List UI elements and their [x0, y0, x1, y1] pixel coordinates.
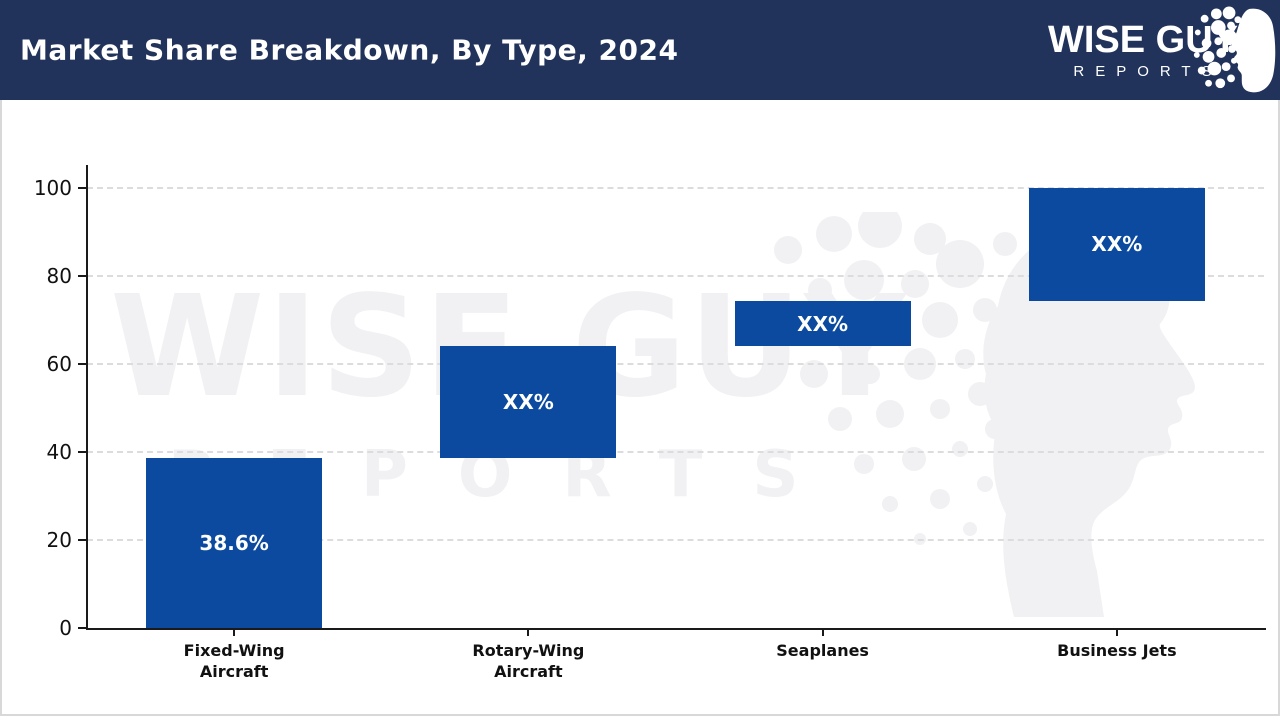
y-axis-tick	[78, 362, 87, 365]
bar-value-label: XX%	[502, 390, 554, 415]
y-axis-tick	[78, 274, 87, 277]
gridline	[87, 538, 1264, 541]
brand-name: WISE GUY	[1047, 18, 1238, 61]
y-axis-tick	[78, 627, 87, 629]
y-axis-tick-label: 0	[59, 616, 72, 640]
header-band: Market Share Breakdown, By Type, 2024 WI…	[0, 0, 1280, 100]
brand-face-icon	[1193, 6, 1276, 93]
bar-segment: XX%	[734, 301, 911, 347]
gridline	[87, 450, 1264, 453]
x-axis-tick	[821, 630, 824, 636]
gridline	[87, 274, 1264, 277]
gridline	[87, 362, 1264, 365]
y-axis-spine	[86, 165, 88, 630]
bar-segment: 38.6%	[146, 457, 323, 628]
x-category-label: Business Jets	[1057, 641, 1177, 660]
x-axis-tick	[233, 630, 236, 636]
page-title: Market Share Breakdown, By Type, 2024	[20, 33, 679, 67]
y-axis-tick-label: 100	[33, 175, 72, 200]
bar-value-label: XX%	[797, 311, 849, 336]
y-axis-tick-label: 80	[46, 263, 72, 288]
y-axis-tick-label: 20	[46, 527, 72, 552]
bar-value-label: XX%	[1091, 232, 1143, 257]
x-axis-tick	[1115, 630, 1118, 636]
x-axis-tick	[527, 630, 530, 636]
bar-value-label: 38.6%	[199, 530, 269, 555]
gridline	[87, 186, 1264, 189]
y-axis-tick	[78, 450, 87, 453]
x-category-label: Rotary-Wing Aircraft	[472, 641, 585, 681]
brand-logo: WISE GUY REPORTS	[1048, 5, 1278, 95]
y-axis-tick-label: 40	[46, 439, 72, 464]
y-axis-tick	[78, 186, 87, 189]
x-category-label: Fixed-Wing Aircraft	[183, 641, 285, 681]
brand-subtitle: REPORTS	[1073, 62, 1223, 80]
brand-logo-text: WISE GUY REPORTS	[1048, 21, 1238, 80]
bar-segment: XX%	[440, 346, 617, 458]
bar-segment: XX%	[1028, 187, 1205, 302]
y-axis-tick-label: 60	[46, 351, 72, 376]
y-axis-tick	[78, 538, 87, 541]
x-axis-spine	[86, 628, 1266, 630]
x-category-label: Seaplanes	[776, 641, 869, 660]
